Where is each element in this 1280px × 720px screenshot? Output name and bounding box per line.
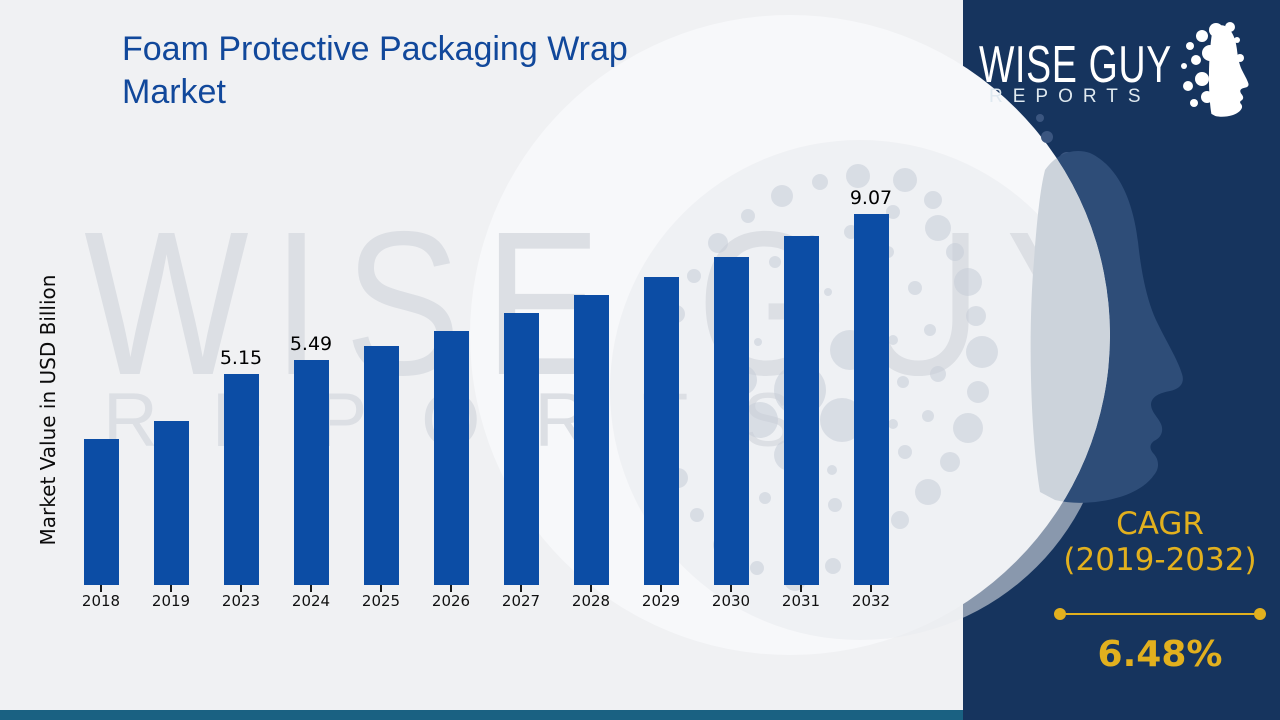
cagr-divider	[1054, 608, 1266, 620]
bar-value-label-2023: 5.15	[219, 347, 263, 369]
bar-2025	[363, 346, 399, 585]
bar-2027	[503, 313, 539, 585]
x-axis-label-2031: 2031	[781, 592, 821, 610]
divider-line	[1066, 612, 1254, 616]
x-axis-label-2024: 2024	[291, 592, 331, 610]
x-tick-2027	[520, 585, 522, 592]
bar-2031	[783, 236, 819, 585]
bar-2026	[433, 331, 469, 585]
x-axis-label-2027: 2027	[501, 592, 541, 610]
cagr-block: CAGR (2019-2032) 6.48%	[1048, 506, 1272, 675]
bar-value-label-2032: 9.07	[849, 187, 893, 209]
x-tick-2030	[730, 585, 732, 592]
x-axis-label-2025: 2025	[361, 592, 401, 610]
x-tick-2024	[310, 585, 312, 592]
footer-strip	[0, 710, 1280, 720]
x-axis-label-2029: 2029	[641, 592, 681, 610]
cagr-value: 6.48%	[1097, 634, 1223, 675]
x-axis-label-2032: 2032	[851, 592, 891, 610]
bar-2018	[83, 439, 119, 585]
logo-brand-text: WISE GUY	[979, 36, 1172, 94]
x-axis-label-2019: 2019	[151, 592, 191, 610]
x-axis-label-2030: 2030	[711, 592, 751, 610]
bar-value-label-2024: 5.49	[289, 333, 333, 355]
divider-dot-left	[1054, 608, 1066, 620]
cagr-range: (2019-2032)	[1063, 542, 1257, 578]
bar-2030	[713, 257, 749, 585]
x-tick-2025	[380, 585, 382, 592]
page-title: Foam Protective Packaging Wrap Market	[122, 30, 628, 111]
logo-face-icon	[1181, 22, 1249, 117]
bar-2032	[853, 214, 889, 585]
x-tick-2028	[590, 585, 592, 592]
divider-dot-right	[1254, 608, 1266, 620]
x-tick-2029	[660, 585, 662, 592]
x-axis-label-2023: 2023	[221, 592, 261, 610]
x-axis-label-2018: 2018	[81, 592, 121, 610]
x-tick-2019	[170, 585, 172, 592]
x-axis-label-2028: 2028	[571, 592, 611, 610]
x-axis-label-2026: 2026	[431, 592, 471, 610]
cagr-heading: CAGR	[1116, 506, 1204, 542]
x-tick-2031	[800, 585, 802, 592]
bar-2028	[573, 295, 609, 585]
x-tick-2032	[870, 585, 872, 592]
x-tick-2023	[240, 585, 242, 592]
bar-2019	[153, 421, 189, 585]
bar-2023	[223, 374, 259, 585]
x-tick-2018	[100, 585, 102, 592]
x-tick-2026	[450, 585, 452, 592]
y-axis-label: Market Value in USD Billion	[36, 274, 60, 546]
bar-2029	[643, 277, 679, 585]
logo-sub-text: REPORTS	[989, 86, 1151, 107]
bar-2024	[293, 360, 329, 585]
